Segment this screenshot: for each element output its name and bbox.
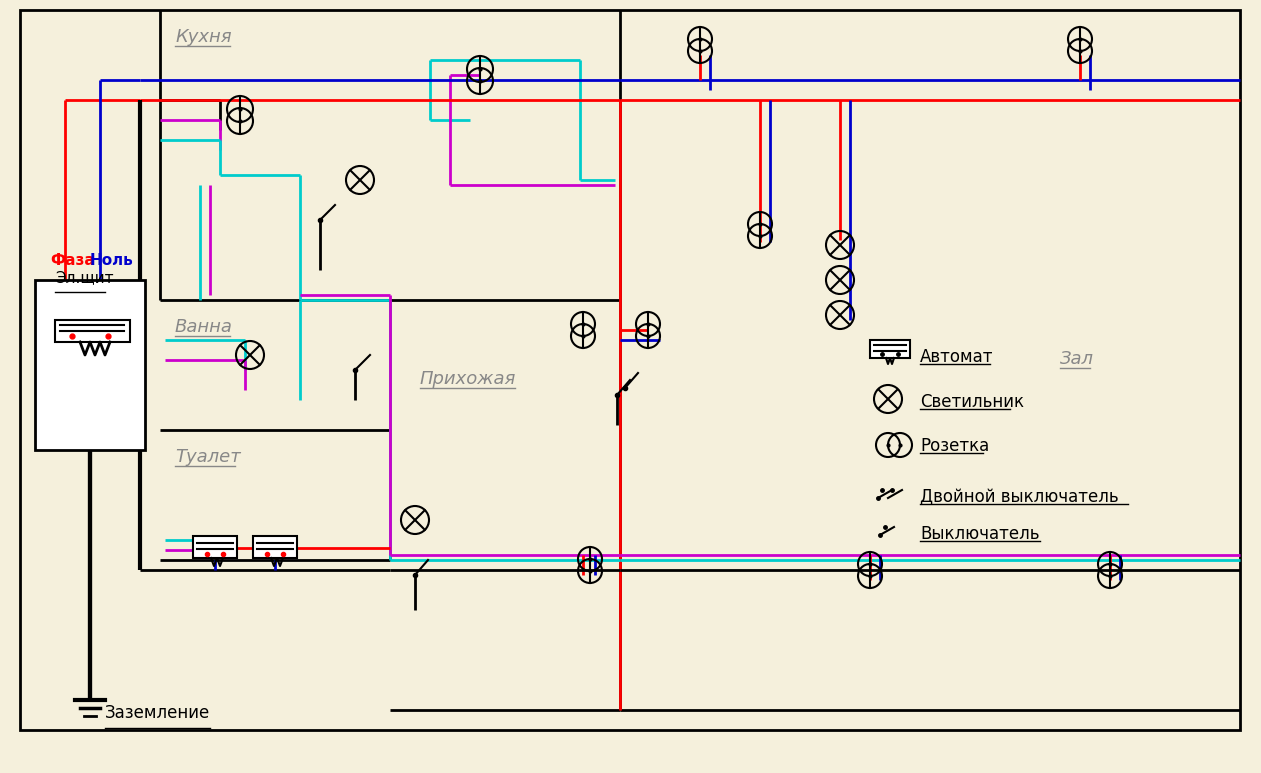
Text: Автомат: Автомат <box>921 348 994 366</box>
Bar <box>860 330 1211 550</box>
Text: Туалет: Туалет <box>175 448 241 466</box>
Text: Зал: Зал <box>1061 350 1095 368</box>
Text: Эл.щит: Эл.щит <box>55 270 113 285</box>
Text: Кухня: Кухня <box>175 28 232 46</box>
Text: Фаза: Фаза <box>50 253 95 268</box>
Bar <box>55 320 130 342</box>
Text: Розетка: Розетка <box>921 437 989 455</box>
Bar <box>35 280 145 450</box>
Text: Ноль: Ноль <box>90 253 134 268</box>
Text: Заземление: Заземление <box>105 704 211 722</box>
Bar <box>193 536 237 558</box>
Bar <box>870 340 910 358</box>
Text: Ванна: Ванна <box>175 318 233 336</box>
Text: Выключатель: Выключатель <box>921 525 1039 543</box>
Bar <box>253 536 298 558</box>
Text: Светильник: Светильник <box>921 393 1024 411</box>
Text: Двойной выключатель: Двойной выключатель <box>921 488 1119 506</box>
Text: Прихожая: Прихожая <box>420 370 516 388</box>
